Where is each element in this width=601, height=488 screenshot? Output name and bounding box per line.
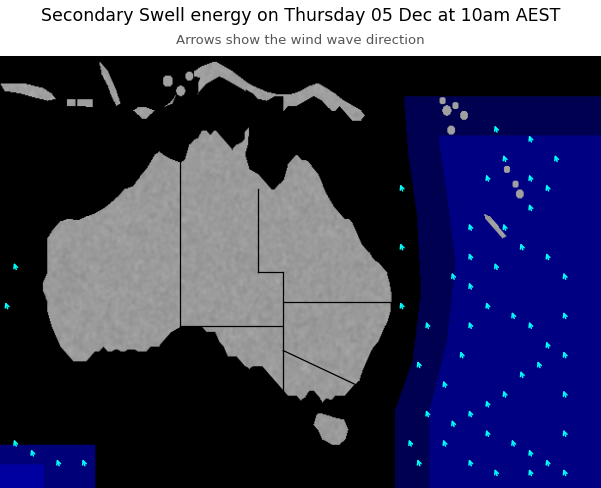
Text: Secondary Swell energy on Thursday 05 Dec at 10am AEST: Secondary Swell energy on Thursday 05 De… <box>41 7 560 25</box>
Text: Arrows show the wind wave direction: Arrows show the wind wave direction <box>176 34 425 47</box>
